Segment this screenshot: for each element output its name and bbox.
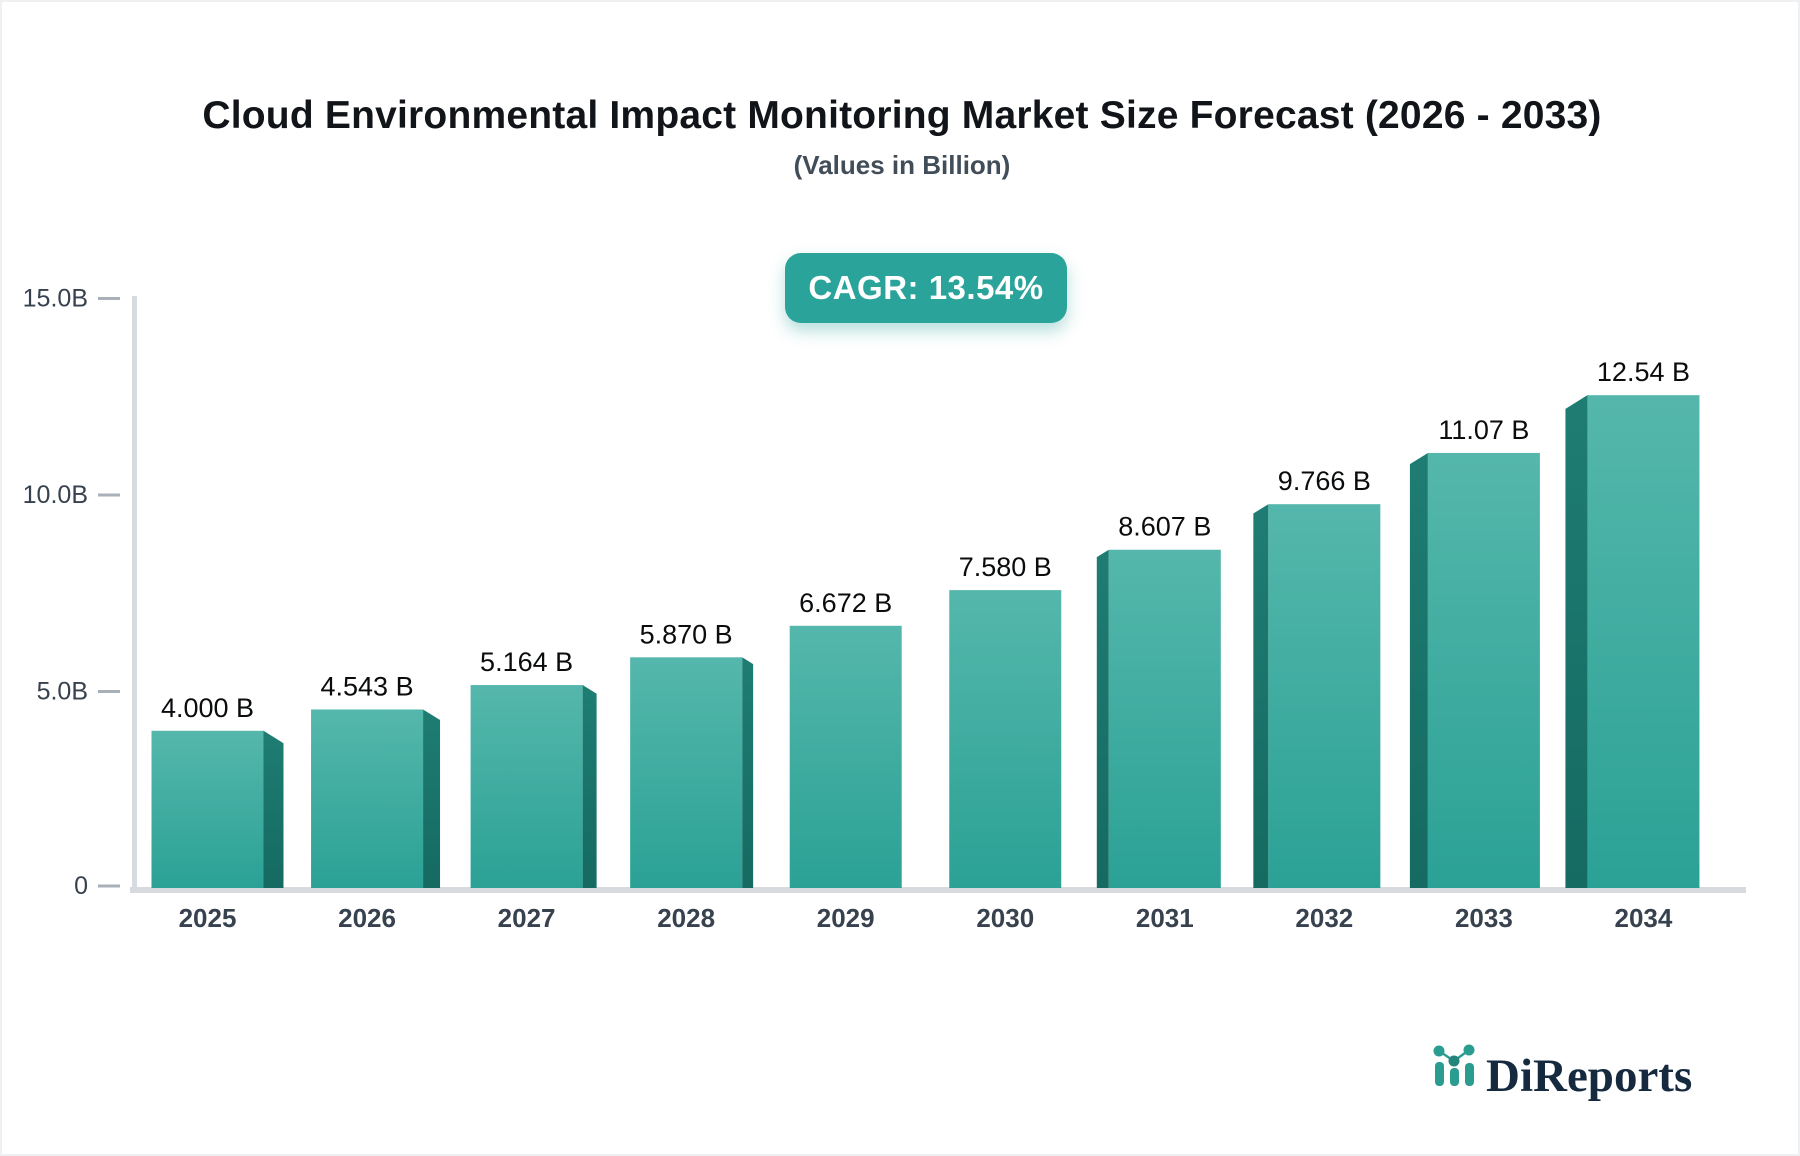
x-category-label: 2027 bbox=[498, 903, 556, 933]
bar-value-label: 4.000 B bbox=[161, 693, 254, 723]
mini-bar-chart-icon bbox=[1433, 1044, 1475, 1086]
bar-2030 bbox=[949, 590, 1062, 888]
bar-side-panel bbox=[1253, 504, 1269, 888]
x-category-label: 2026 bbox=[338, 903, 396, 933]
bar-value-label: 8.607 B bbox=[1118, 512, 1211, 542]
page-title: Cloud Environmental Impact Monitoring Ma… bbox=[202, 94, 1602, 137]
x-category-label: 2032 bbox=[1295, 903, 1353, 933]
bar-side-panel bbox=[1565, 395, 1588, 888]
y-tick-label: 15.0B bbox=[23, 285, 88, 313]
y-tick-label: 10.0B bbox=[23, 481, 88, 509]
bar-value-label: 5.164 B bbox=[480, 647, 573, 677]
bar-value-label: 4.543 B bbox=[321, 671, 414, 701]
x-category-label: 2028 bbox=[657, 903, 715, 933]
x-category-label: 2030 bbox=[976, 903, 1034, 933]
bar-2027 bbox=[470, 685, 583, 888]
bar-side-panel bbox=[423, 709, 441, 888]
cagr-badge-label: CAGR: 13.54% bbox=[808, 269, 1044, 306]
bar-2031 bbox=[1108, 549, 1221, 888]
x-category-label: 2034 bbox=[1615, 903, 1673, 933]
x-category-label: 2031 bbox=[1136, 903, 1194, 933]
x-category-label: 2029 bbox=[817, 903, 875, 933]
bar-value-label: 7.580 B bbox=[959, 552, 1052, 582]
cagr-badge: CAGR: 13.54% bbox=[785, 253, 1067, 323]
bar-value-label: 5.870 B bbox=[640, 619, 733, 649]
bar-value-label: 9.766 B bbox=[1278, 466, 1371, 496]
bar-2033 bbox=[1427, 452, 1540, 888]
bar-2029 bbox=[789, 625, 902, 888]
y-tick-label: 5.0B bbox=[37, 678, 88, 706]
bar-side-panel bbox=[582, 685, 597, 888]
bar-side-panel bbox=[1096, 549, 1109, 888]
page-subtitle: (Values in Billion) bbox=[793, 150, 1011, 180]
bar-2025 bbox=[151, 730, 264, 888]
bar-2026 bbox=[311, 709, 424, 888]
bar-side-panel bbox=[263, 730, 284, 888]
bar-2028 bbox=[630, 657, 743, 888]
x-category-label: 2033 bbox=[1455, 903, 1513, 933]
logo-text: DiReports bbox=[1486, 1050, 1693, 1102]
bar-value-label: 12.54 B bbox=[1597, 357, 1690, 387]
bar-2032 bbox=[1268, 504, 1381, 888]
bar-value-label: 11.07 B bbox=[1438, 415, 1529, 445]
bar-side-panel bbox=[1409, 452, 1428, 888]
bar-2034 bbox=[1587, 395, 1700, 888]
x-category-label: 2025 bbox=[179, 903, 237, 933]
bar-side-panel bbox=[742, 657, 754, 888]
y-tick-label: 0 bbox=[74, 872, 88, 900]
direports-logo: DiReports bbox=[1430, 1038, 1692, 1100]
bar-value-label: 6.672 B bbox=[799, 588, 892, 618]
